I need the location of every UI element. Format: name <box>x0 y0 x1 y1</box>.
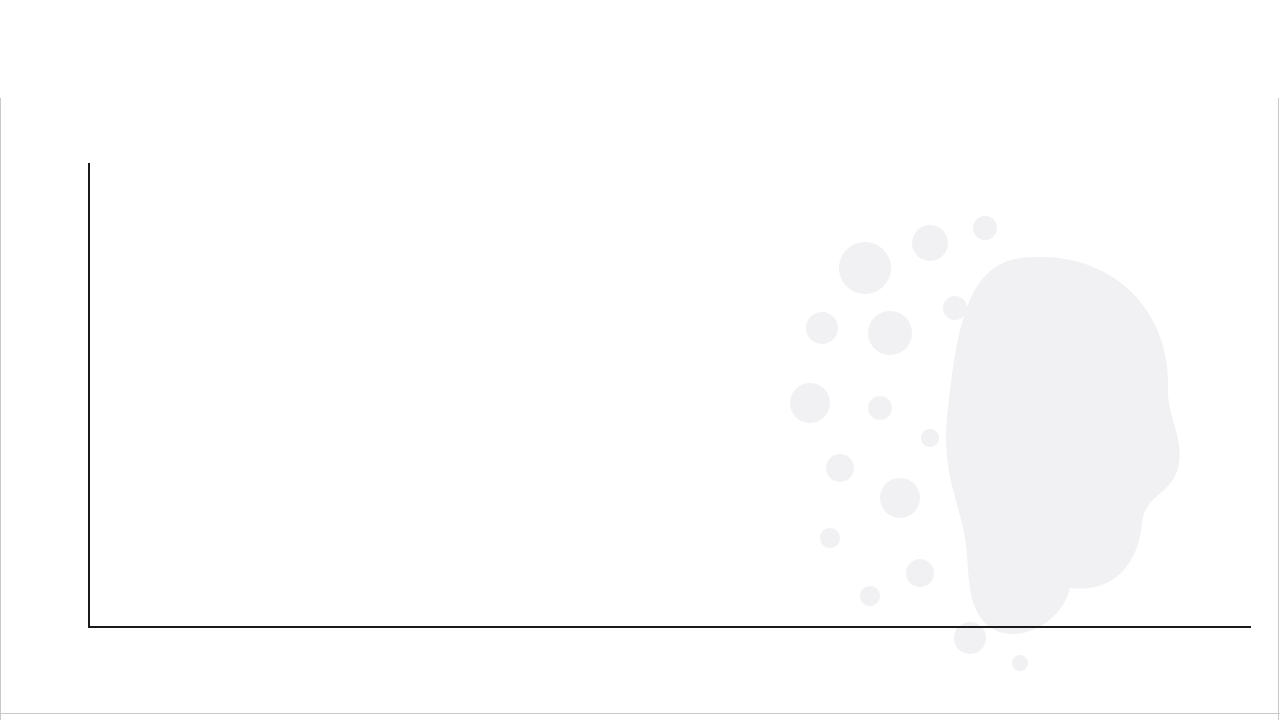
watermark-face-icon <box>790 216 1180 671</box>
brand-face-icon <box>1187 12 1267 97</box>
chart-area <box>0 98 1280 720</box>
bottom-border <box>0 713 1280 714</box>
footer-band <box>0 714 1280 720</box>
left-border <box>0 98 1 720</box>
header-band <box>0 0 1280 98</box>
right-border <box>1278 98 1279 720</box>
brand-logo <box>1012 6 1267 97</box>
y-axis-line <box>88 163 90 628</box>
x-axis-line <box>88 626 1251 628</box>
